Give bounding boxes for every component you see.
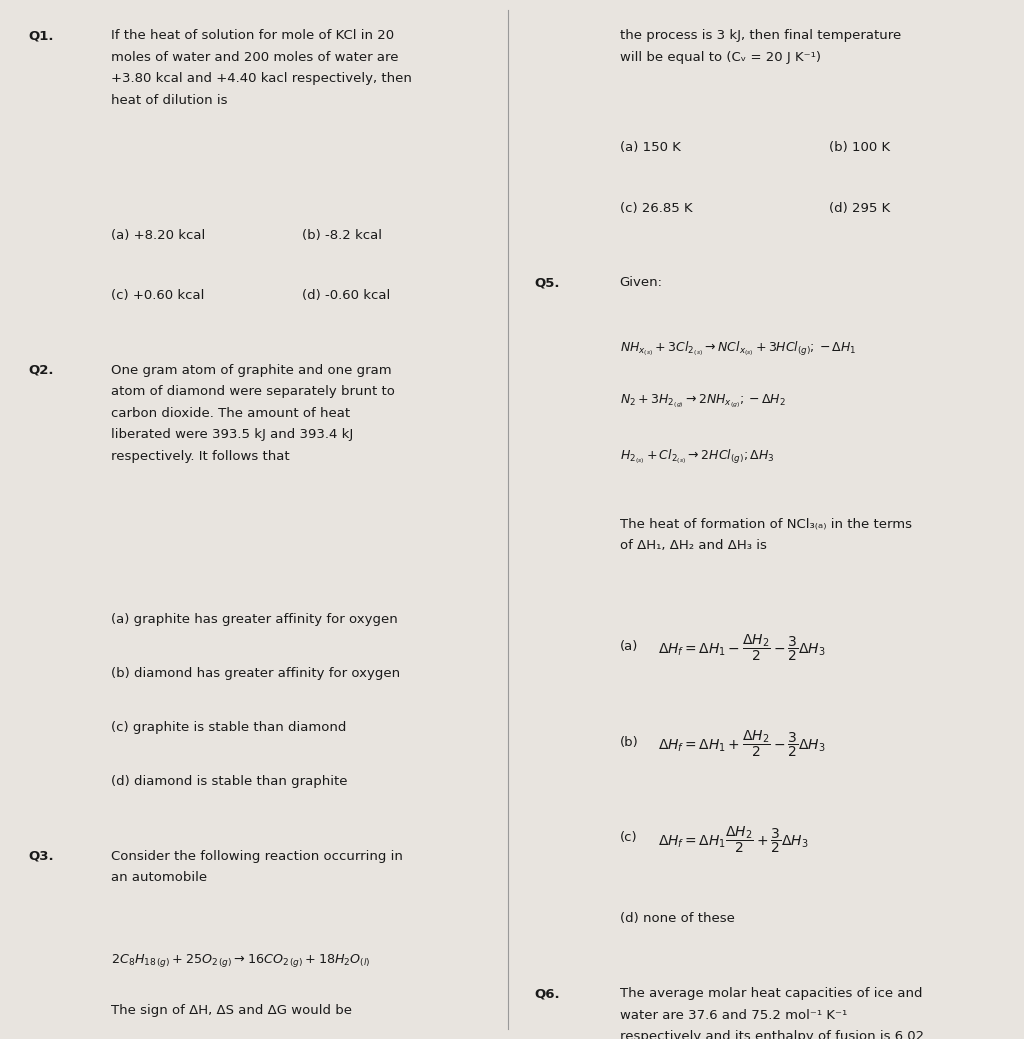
Text: Q2.: Q2. [29, 364, 54, 377]
Text: (b) 100 K: (b) 100 K [829, 141, 891, 155]
Text: Q5.: Q5. [535, 276, 560, 290]
Text: $NH_{x_{(s)}} + 3Cl_{2_{(s)}} \rightarrow NCl_{x_{(s)}} + 3HCl_{(g)}; -\Delta H_: $NH_{x_{(s)}} + 3Cl_{2_{(s)}} \rightarro… [620, 339, 856, 357]
Text: Consider the following reaction occurring in
an automobile: Consider the following reaction occurrin… [111, 850, 402, 884]
Text: $\Delta H_f = \Delta H_1\dfrac{\Delta H_2}{2} + \dfrac{3}{2}\Delta H_3$: $\Delta H_f = \Delta H_1\dfrac{\Delta H_… [658, 824, 809, 855]
Text: (d) none of these: (d) none of these [620, 912, 734, 926]
Text: (c) 26.85 K: (c) 26.85 K [620, 202, 692, 215]
Text: $H_{2_{(s)}} + Cl_{2_{(s)}} \rightarrow 2HCl_{(g)}; \Delta H_3$: $H_{2_{(s)}} + Cl_{2_{(s)}} \rightarrow … [620, 447, 774, 465]
Text: Q1.: Q1. [29, 29, 54, 43]
Text: (d) -0.60 kcal: (d) -0.60 kcal [302, 289, 390, 302]
Text: (d) 295 K: (d) 295 K [829, 202, 891, 215]
Text: Q3.: Q3. [29, 850, 54, 863]
Text: (b) -8.2 kcal: (b) -8.2 kcal [302, 229, 382, 242]
Text: $2C_8H_{18\,(g)} + 25O_{2\,(g)} \rightarrow 16CO_{2\,(g)} + 18H_2O_{(l)}$: $2C_8H_{18\,(g)} + 25O_{2\,(g)} \rightar… [111, 952, 370, 968]
Text: (a) +8.20 kcal: (a) +8.20 kcal [111, 229, 205, 242]
Text: One gram atom of graphite and one gram
atom of diamond were separately brunt to
: One gram atom of graphite and one gram a… [111, 364, 394, 462]
Text: (c) graphite is stable than diamond: (c) graphite is stable than diamond [111, 721, 346, 735]
Text: The sign of ΔH, ΔS and ΔG would be: The sign of ΔH, ΔS and ΔG would be [111, 1004, 351, 1017]
Text: The heat of formation of NCl₃₍ₐ₎ in the terms
of ΔH₁, ΔH₂ and ΔH₃ is: The heat of formation of NCl₃₍ₐ₎ in the … [620, 517, 911, 552]
Text: (a) 150 K: (a) 150 K [620, 141, 680, 155]
Text: $\Delta H_f = \Delta H_1 - \dfrac{\Delta H_2}{2} - \dfrac{3}{2}\Delta H_3$: $\Delta H_f = \Delta H_1 - \dfrac{\Delta… [658, 633, 826, 664]
Text: (b): (b) [620, 736, 638, 749]
Text: the process is 3 kJ, then final temperature
will be equal to (Cᵥ = 20 J K⁻¹): the process is 3 kJ, then final temperat… [620, 29, 901, 63]
Text: If the heat of solution for mole of KCl in 20
moles of water and 200 moles of wa: If the heat of solution for mole of KCl … [111, 29, 412, 107]
Text: $N_2 + 3H_{2_{(g)}} \rightarrow 2NH_{x_{(g)}}; -\Delta H_2$: $N_2 + 3H_{2_{(g)}} \rightarrow 2NH_{x_{… [620, 393, 785, 409]
Text: The average molar heat capacities of ice and
water are 37.6 and 75.2 mol⁻¹ K⁻¹
r: The average molar heat capacities of ice… [620, 987, 924, 1039]
Text: (c): (c) [620, 831, 637, 845]
Text: (a) graphite has greater affinity for oxygen: (a) graphite has greater affinity for ox… [111, 613, 397, 627]
Text: (d) diamond is stable than graphite: (d) diamond is stable than graphite [111, 775, 347, 789]
Text: Given:: Given: [620, 276, 663, 290]
Text: (c) +0.60 kcal: (c) +0.60 kcal [111, 289, 204, 302]
Text: Q6.: Q6. [535, 987, 560, 1001]
Text: (b) diamond has greater affinity for oxygen: (b) diamond has greater affinity for oxy… [111, 667, 399, 681]
Text: (a): (a) [620, 640, 638, 654]
Text: $\Delta H_f = \Delta H_1 + \dfrac{\Delta H_2}{2} - \dfrac{3}{2}\Delta H_3$: $\Delta H_f = \Delta H_1 + \dfrac{\Delta… [658, 728, 826, 760]
